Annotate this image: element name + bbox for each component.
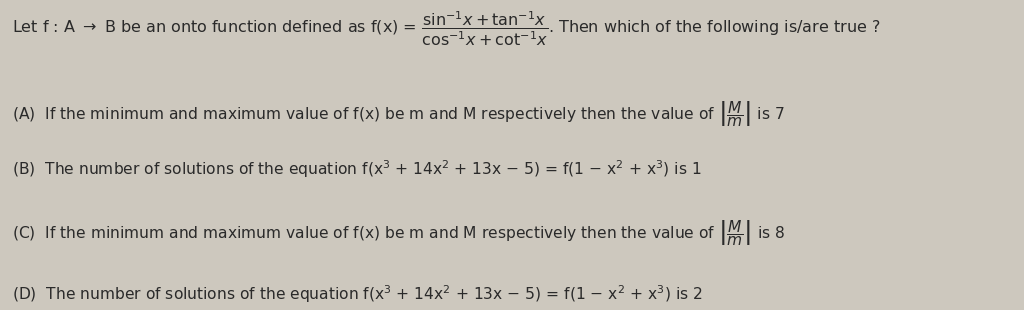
Text: Let f : A $\rightarrow$ B be an onto function defined as f(x) = $\dfrac{\sin^{-1: Let f : A $\rightarrow$ B be an onto fun… — [12, 9, 881, 48]
Text: (B)  The number of solutions of the equation f(x$^3$ + 14x$^2$ + 13x $-$ 5) = f(: (B) The number of solutions of the equat… — [12, 158, 701, 180]
Text: (A)  If the minimum and maximum value of f(x) be m and M respectively then the v: (A) If the minimum and maximum value of … — [12, 99, 785, 129]
Text: (D)  The number of solutions of the equation f(x$^3$ + 14x$^2$ + 13x $-$ 5) = f(: (D) The number of solutions of the equat… — [12, 284, 702, 305]
Text: (C)  If the minimum and maximum value of f(x) be m and M respectively then the v: (C) If the minimum and maximum value of … — [12, 219, 785, 248]
